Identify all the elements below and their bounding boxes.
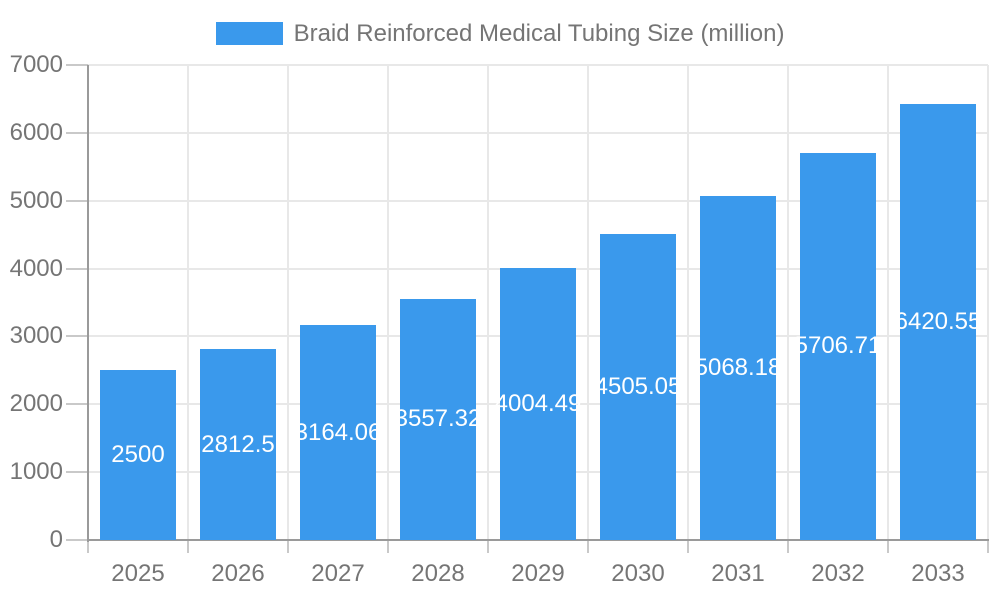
bar-2033[interactable]: 6420.55 <box>895 104 981 540</box>
v-gridline <box>287 65 289 540</box>
v-gridline <box>787 65 789 540</box>
x-tick <box>287 540 289 553</box>
chart-legend[interactable]: Braid Reinforced Medical Tubing Size (mi… <box>0 21 1000 46</box>
x-tick <box>387 540 389 553</box>
x-tick <box>187 540 189 553</box>
y-tick-label: 7000 <box>9 51 63 78</box>
bar-value-label: 4004.49 <box>494 390 582 418</box>
h-gridline <box>88 199 988 202</box>
x-tick-label: 2031 <box>711 560 765 587</box>
y-tick <box>66 131 88 134</box>
x-tick-label: 2026 <box>211 560 265 587</box>
bar-2026[interactable]: 2812.5 <box>200 349 276 540</box>
y-tick <box>66 199 88 202</box>
bar-value-label: 5706.71 <box>794 332 882 360</box>
v-gridline <box>487 65 489 540</box>
x-tick <box>787 540 789 553</box>
x-tick <box>987 540 989 553</box>
y-tick <box>66 403 88 406</box>
v-gridline <box>587 65 589 540</box>
x-tick-label: 2030 <box>611 560 665 587</box>
x-tick <box>587 540 589 553</box>
y-axis-line <box>87 65 89 542</box>
legend-swatch[interactable] <box>215 22 283 45</box>
h-gridline <box>88 131 988 134</box>
y-tick-label: 1000 <box>9 458 63 486</box>
x-tick <box>87 540 89 553</box>
bar-value-label: 3557.32 <box>394 405 482 433</box>
bar-2030[interactable]: 4505.05 <box>595 234 681 540</box>
y-tick <box>66 471 88 474</box>
y-tick <box>66 335 88 338</box>
v-gridline <box>987 65 989 540</box>
x-tick <box>887 540 889 553</box>
bar-2032[interactable]: 5706.71 <box>795 152 881 540</box>
x-axis-line <box>87 539 989 541</box>
y-tick-label: 3000 <box>9 322 63 350</box>
y-tick-label: 6000 <box>9 118 63 146</box>
legend-label[interactable]: Braid Reinforced Medical Tubing Size (mi… <box>293 20 785 47</box>
x-tick <box>487 540 489 553</box>
v-gridline <box>187 65 189 540</box>
x-tick-label: 2025 <box>111 560 165 587</box>
bar-value-label: 2500 <box>111 441 165 469</box>
bar-value-label: 2812.5 <box>201 430 275 458</box>
bar-2025[interactable]: 2500 <box>100 370 176 540</box>
y-tick <box>66 267 88 270</box>
bar-2028[interactable]: 3557.32 <box>395 298 481 540</box>
x-tick-label: 2032 <box>811 560 865 587</box>
y-tick <box>66 64 88 66</box>
x-tick-label: 2027 <box>311 560 365 587</box>
bar-value-label: 5068.18 <box>694 354 782 382</box>
x-tick-label: 2029 <box>511 560 565 587</box>
bar-2029[interactable]: 4004.49 <box>495 268 581 540</box>
v-gridline <box>387 65 389 540</box>
bar-value-label: 6420.55 <box>894 308 982 336</box>
x-tick-label: 2028 <box>411 560 465 587</box>
y-tick-label: 5000 <box>9 186 63 214</box>
bar-value-label: 3164.06 <box>294 418 382 446</box>
h-gridline <box>88 64 988 66</box>
y-tick <box>66 539 88 541</box>
bar-2027[interactable]: 3164.06 <box>295 325 381 540</box>
y-tick-label: 2000 <box>9 390 63 418</box>
y-tick-label: 0 <box>49 526 63 553</box>
bar-value-label: 4505.05 <box>594 373 682 401</box>
v-gridline <box>687 65 689 540</box>
x-tick-label: 2033 <box>911 560 965 587</box>
bar-2031[interactable]: 5068.18 <box>695 196 781 540</box>
y-tick-label: 4000 <box>9 254 63 282</box>
x-tick <box>687 540 689 553</box>
v-gridline <box>887 65 889 540</box>
